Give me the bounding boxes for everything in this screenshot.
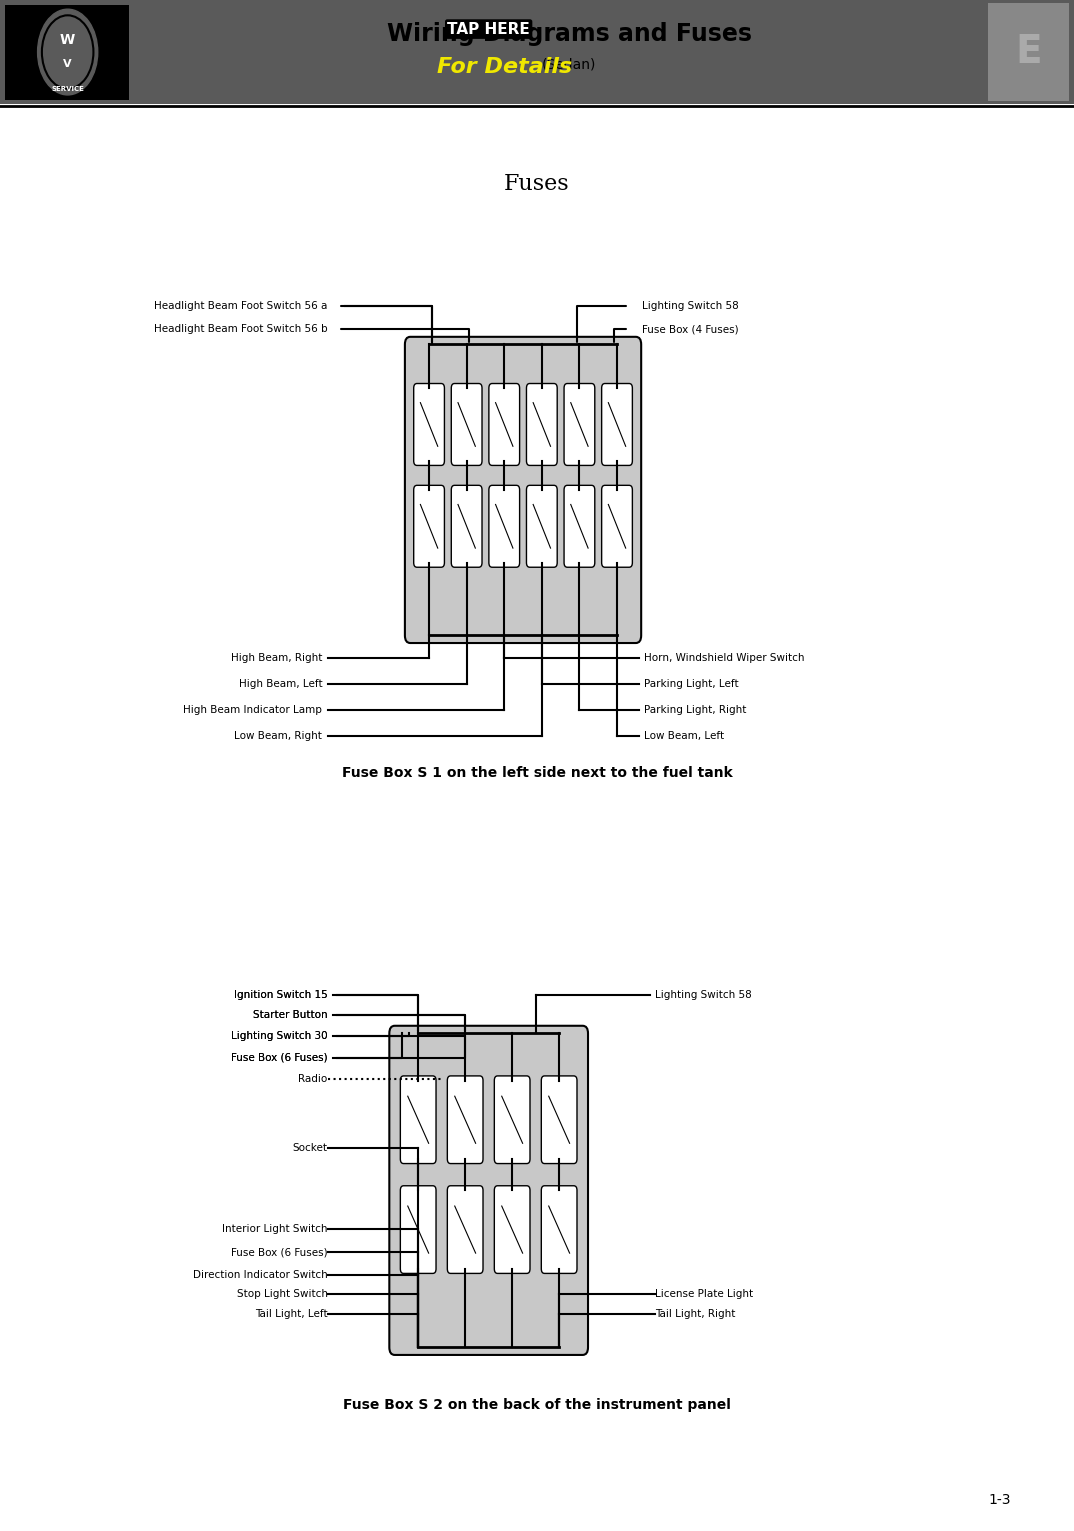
FancyBboxPatch shape xyxy=(448,1185,483,1274)
Text: Lighting Switch 30: Lighting Switch 30 xyxy=(231,1032,328,1041)
Text: Direction Indicator Switch: Direction Indicator Switch xyxy=(193,1271,328,1280)
FancyBboxPatch shape xyxy=(390,1026,589,1355)
FancyBboxPatch shape xyxy=(526,485,557,568)
Bar xyxy=(0,0,1074,104)
FancyBboxPatch shape xyxy=(451,384,482,465)
Text: Fuse Box S 2 on the back of the instrument panel: Fuse Box S 2 on the back of the instrume… xyxy=(343,1398,731,1413)
Text: Fuse Box (6 Fuses): Fuse Box (6 Fuses) xyxy=(231,1053,328,1063)
Text: Tail Light, Left: Tail Light, Left xyxy=(255,1309,328,1318)
FancyBboxPatch shape xyxy=(413,485,445,568)
Text: High Beam Indicator Lamp: High Beam Indicator Lamp xyxy=(184,706,322,715)
Text: Low Beam, Right: Low Beam, Right xyxy=(234,732,322,741)
Text: Fuse Box S 1 on the left side next to the fuel tank: Fuse Box S 1 on the left side next to th… xyxy=(342,766,732,781)
Text: Socket: Socket xyxy=(292,1144,328,1153)
FancyBboxPatch shape xyxy=(489,384,520,465)
FancyBboxPatch shape xyxy=(564,485,595,568)
Text: Parking Light, Left: Parking Light, Left xyxy=(644,680,739,689)
Text: W: W xyxy=(60,32,75,47)
Text: TAP HERE: TAP HERE xyxy=(447,21,531,37)
Text: Parking Light, Right: Parking Light, Right xyxy=(644,706,746,715)
Text: Headlight Beam Foot Switch 56 b: Headlight Beam Foot Switch 56 b xyxy=(154,325,328,334)
FancyBboxPatch shape xyxy=(405,337,641,643)
Text: V: V xyxy=(63,60,72,69)
FancyBboxPatch shape xyxy=(526,384,557,465)
Text: License Plate Light: License Plate Light xyxy=(655,1289,753,1298)
FancyBboxPatch shape xyxy=(541,1185,577,1274)
FancyBboxPatch shape xyxy=(541,1076,577,1164)
Text: Lighting Switch 58: Lighting Switch 58 xyxy=(655,991,752,1000)
FancyBboxPatch shape xyxy=(413,384,445,465)
FancyBboxPatch shape xyxy=(489,485,520,568)
Text: Fuses: Fuses xyxy=(504,173,570,194)
Text: Horn, Windshield Wiper Switch: Horn, Windshield Wiper Switch xyxy=(644,654,804,663)
FancyBboxPatch shape xyxy=(401,1185,436,1274)
Text: Starter Button: Starter Button xyxy=(253,1010,328,1020)
Text: Tail Light, Right: Tail Light, Right xyxy=(655,1309,736,1318)
Bar xyxy=(988,3,1069,101)
Text: Fuse Box (6 Fuses): Fuse Box (6 Fuses) xyxy=(231,1248,328,1257)
Text: Headlight Beam Foot Switch 56 a: Headlight Beam Foot Switch 56 a xyxy=(155,302,328,311)
Text: Lighting Switch 58: Lighting Switch 58 xyxy=(642,302,739,311)
FancyBboxPatch shape xyxy=(601,485,633,568)
FancyBboxPatch shape xyxy=(494,1185,529,1274)
Text: High Beam, Left: High Beam, Left xyxy=(238,680,322,689)
Text: 1-3: 1-3 xyxy=(988,1493,1011,1508)
Text: Lighting Switch 30: Lighting Switch 30 xyxy=(231,1032,328,1041)
Text: SERVICE: SERVICE xyxy=(52,86,84,92)
Bar xyxy=(5,5,129,100)
Text: High Beam, Right: High Beam, Right xyxy=(231,654,322,663)
Text: Ignition Switch 15: Ignition Switch 15 xyxy=(234,991,328,1000)
FancyBboxPatch shape xyxy=(401,1076,436,1164)
Text: Interior Light Switch: Interior Light Switch xyxy=(222,1225,328,1234)
Text: Wiring Diagrams and Fuses: Wiring Diagrams and Fuses xyxy=(387,21,752,46)
Text: Fuse Box (4 Fuses): Fuse Box (4 Fuses) xyxy=(642,325,739,334)
FancyBboxPatch shape xyxy=(564,384,595,465)
Text: Starter Button: Starter Button xyxy=(253,1010,328,1020)
Text: Radio: Radio xyxy=(299,1075,328,1084)
Text: Fuse Box (6 Fuses): Fuse Box (6 Fuses) xyxy=(231,1053,328,1063)
FancyBboxPatch shape xyxy=(448,1076,483,1164)
Text: E: E xyxy=(1016,34,1042,70)
FancyBboxPatch shape xyxy=(494,1076,529,1164)
Text: Stop Light Switch: Stop Light Switch xyxy=(236,1289,328,1298)
Text: Ignition Switch 15: Ignition Switch 15 xyxy=(234,991,328,1000)
Text: For Details: For Details xyxy=(437,57,572,78)
Text: (Sedan): (Sedan) xyxy=(542,57,596,72)
Text: Low Beam, Left: Low Beam, Left xyxy=(644,732,725,741)
FancyBboxPatch shape xyxy=(601,384,633,465)
Circle shape xyxy=(38,9,98,95)
FancyBboxPatch shape xyxy=(451,485,482,568)
